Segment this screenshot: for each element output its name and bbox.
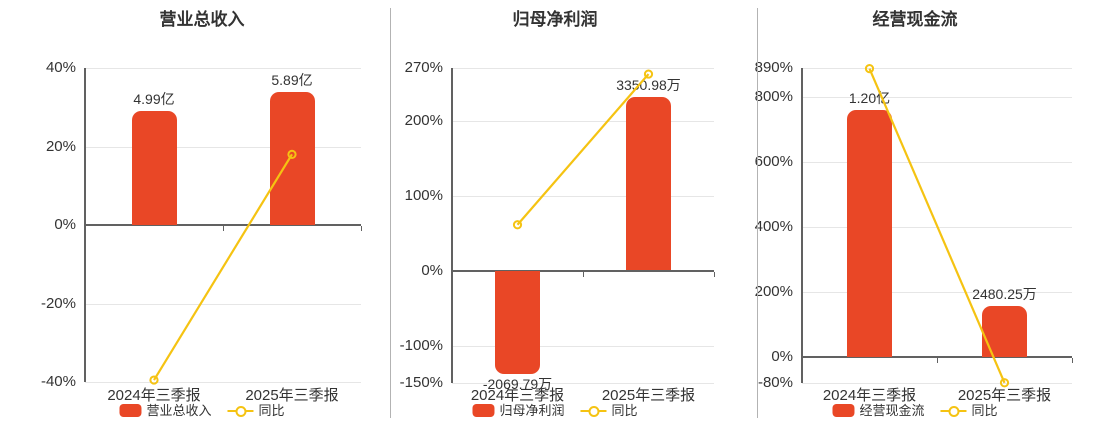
legend-line-icon xyxy=(227,405,254,417)
bar-value-label: 4.99亿 xyxy=(133,91,175,108)
y-axis-tick-label: 890% xyxy=(754,59,793,76)
x-axis-line xyxy=(452,269,714,272)
category-label: 2024年三季报 xyxy=(822,387,917,404)
legend: 营业总收入 同比 xyxy=(119,403,285,418)
panel-divider xyxy=(390,8,391,418)
legend-bar-label: 归母净利润 xyxy=(499,403,565,418)
y-axis-line xyxy=(451,68,453,383)
category-label: 2025年三季报 xyxy=(245,387,339,404)
legend-line-label: 同比 xyxy=(258,403,285,418)
x-axis-tick xyxy=(937,358,938,364)
legend: 归母净利润 同比 xyxy=(472,403,638,418)
gridline xyxy=(85,68,361,69)
y-axis-tick-label: -20% xyxy=(40,294,76,312)
category-label: 2024年三季报 xyxy=(470,387,565,404)
gridline xyxy=(452,383,714,384)
y-axis-tick-label: 200% xyxy=(754,283,793,301)
y-axis-line xyxy=(84,68,86,382)
legend-bar-label: 经营现金流 xyxy=(859,403,925,418)
y-axis-tick-label: 0% xyxy=(421,261,443,279)
y-axis-tick-label: 800% xyxy=(754,88,793,106)
x-axis-tick xyxy=(85,226,86,231)
y-axis-tick-label: 0% xyxy=(54,216,76,233)
y-axis-tick-label: 600% xyxy=(754,153,793,171)
legend-line-icon xyxy=(940,405,967,417)
gridline xyxy=(802,162,1072,164)
y-axis-tick-label: -150% xyxy=(399,374,443,391)
y-axis-line xyxy=(801,68,803,383)
legend-line-label: 同比 xyxy=(611,403,638,418)
gridline xyxy=(802,227,1072,229)
y-axis-tick-label: 20% xyxy=(45,137,76,155)
x-axis-tick xyxy=(452,271,453,277)
y-axis-tick-label: -100% xyxy=(399,336,443,354)
gridline xyxy=(85,382,361,383)
bar-2024年三季报[interactable] xyxy=(495,270,540,375)
y-axis-tick-label: 200% xyxy=(404,111,443,129)
category-label: 2025年三季报 xyxy=(957,387,1052,404)
category-label: 2025年三季报 xyxy=(601,387,696,404)
chart-title: 归母净利润 xyxy=(512,10,598,29)
legend-line-icon xyxy=(580,405,607,417)
bar-value-label: 2480.25万 xyxy=(972,285,1037,302)
gridline xyxy=(802,68,1072,69)
panel-divider xyxy=(757,8,758,418)
gridline xyxy=(85,146,361,148)
legend-item-bar-series[interactable]: 营业总收入 xyxy=(119,403,212,418)
gridline xyxy=(452,68,714,69)
chart-title: 经营现金流 xyxy=(872,10,958,29)
legend-bar-label: 营业总收入 xyxy=(146,403,212,418)
bar-value-label: 1.20亿 xyxy=(848,89,891,106)
gridline xyxy=(452,345,714,347)
bar-value-label: -2069.79万 xyxy=(482,376,553,393)
legend-item-line-series[interactable]: 同比 xyxy=(227,403,285,418)
legend-item-line-series[interactable]: 同比 xyxy=(940,403,998,418)
y-axis-tick-label: -80% xyxy=(757,374,793,391)
legend-item-line-series[interactable]: 同比 xyxy=(580,403,638,418)
y-axis-tick-label: 100% xyxy=(404,186,443,204)
x-axis-tick xyxy=(583,271,584,277)
legend-bar-swatch-icon xyxy=(119,404,142,417)
legend-item-bar-series[interactable]: 归母净利润 xyxy=(472,403,565,418)
x-axis-tick xyxy=(714,271,715,277)
y-axis-tick-label: 400% xyxy=(754,218,793,236)
bar-value-label: 5.89亿 xyxy=(271,71,313,88)
category-label: 2024年三季报 xyxy=(107,387,201,404)
x-axis-tick xyxy=(1072,358,1073,364)
y-axis-tick-label: 40% xyxy=(45,59,76,76)
legend-line-label: 同比 xyxy=(971,403,998,418)
legend: 经营现金流 同比 xyxy=(832,403,998,418)
legend-item-bar-series[interactable]: 经营现金流 xyxy=(832,403,925,418)
y-axis-tick-label: 0% xyxy=(771,348,793,366)
bar-2025年三季报[interactable] xyxy=(982,305,1027,357)
x-axis-tick xyxy=(361,226,362,231)
legend-bar-swatch-icon xyxy=(472,404,495,417)
y-axis-tick-label: 270% xyxy=(404,59,443,76)
y-axis-tick-label: -40% xyxy=(40,373,76,390)
gridline xyxy=(802,383,1072,384)
chart-title: 营业总收入 xyxy=(159,10,245,29)
x-axis-tick xyxy=(802,358,803,364)
legend-bar-swatch-icon xyxy=(832,404,855,417)
bar-2024年三季报[interactable] xyxy=(847,109,892,358)
